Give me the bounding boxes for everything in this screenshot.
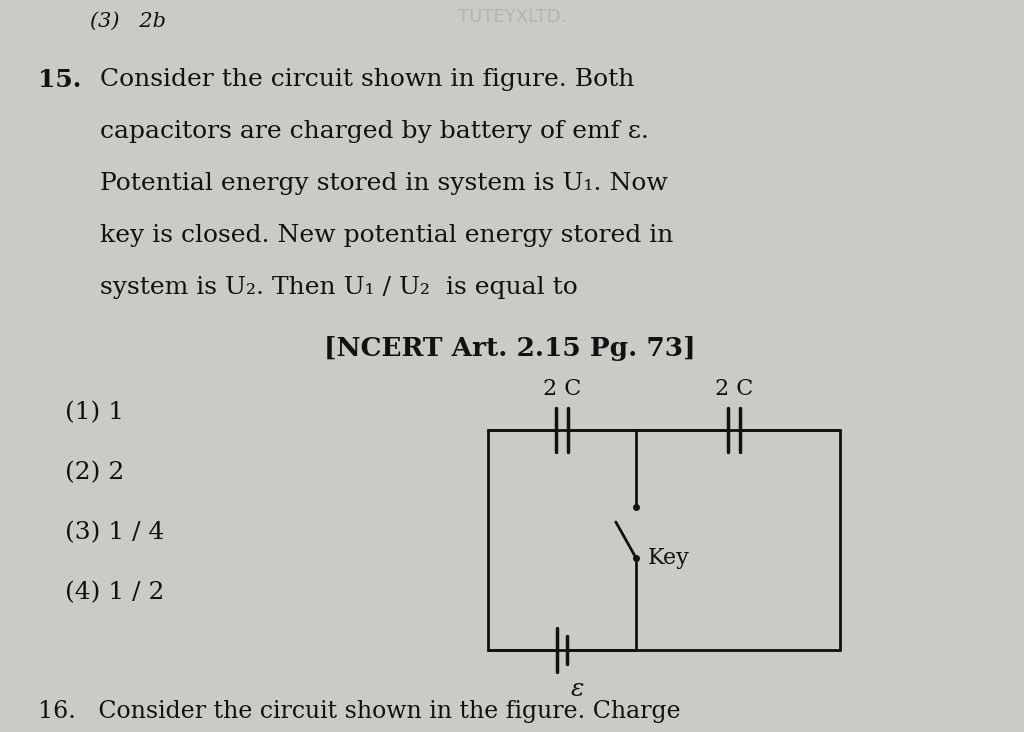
Text: 2 C: 2 C xyxy=(715,378,753,400)
Text: Potential energy stored in system is U₁. Now: Potential energy stored in system is U₁.… xyxy=(100,172,668,195)
Text: (1) 1: (1) 1 xyxy=(65,401,124,424)
Text: Consider the circuit shown in figure. Both: Consider the circuit shown in figure. Bo… xyxy=(100,68,635,91)
Text: (4) 1 / 2: (4) 1 / 2 xyxy=(65,581,165,604)
Text: [NCERT Art. 2.15 Pg. 73]: [NCERT Art. 2.15 Pg. 73] xyxy=(325,336,696,361)
Text: (3) 1 / 4: (3) 1 / 4 xyxy=(65,521,165,544)
Text: capacitors are charged by battery of emf ε.: capacitors are charged by battery of emf… xyxy=(100,120,649,143)
Text: 15.: 15. xyxy=(38,68,81,92)
Text: (3)   2b: (3) 2b xyxy=(90,12,166,31)
Text: Key: Key xyxy=(648,548,690,569)
Text: 2 C: 2 C xyxy=(543,378,581,400)
Text: TUTEYXLTD.: TUTEYXLTD. xyxy=(458,8,566,26)
Text: (2) 2: (2) 2 xyxy=(65,461,124,484)
Text: 16.   Consider the circuit shown in the figure. Charge: 16. Consider the circuit shown in the fi… xyxy=(38,700,681,723)
Text: key is closed. New potential energy stored in: key is closed. New potential energy stor… xyxy=(100,224,674,247)
Text: system is U₂. Then U₁ / U₂  is equal to: system is U₂. Then U₁ / U₂ is equal to xyxy=(100,276,578,299)
Text: ε: ε xyxy=(571,678,585,701)
